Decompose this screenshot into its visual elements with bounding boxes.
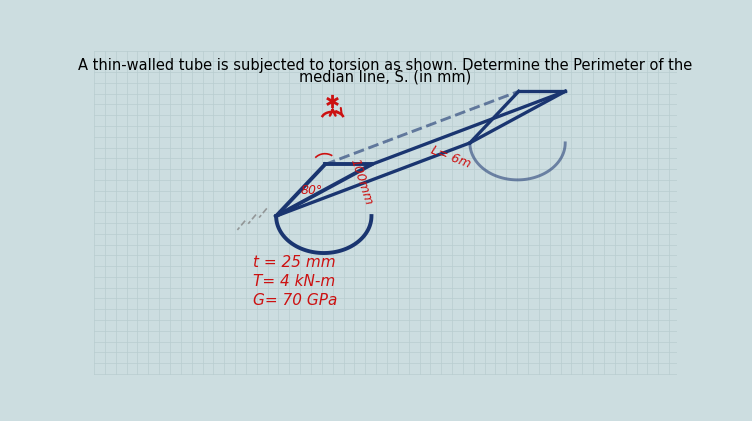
Text: G= 70 GPa: G= 70 GPa <box>253 293 337 308</box>
Text: median line, S. (in mm): median line, S. (in mm) <box>299 69 472 84</box>
Text: 100mm: 100mm <box>347 157 375 206</box>
Text: ✱: ✱ <box>325 94 340 112</box>
Text: T= 4 kN-m: T= 4 kN-m <box>253 274 335 289</box>
Text: A thin-walled tube is subjected to torsion as shown. Determine the Perimeter of : A thin-walled tube is subjected to torsi… <box>78 58 693 73</box>
Text: L= 6m: L= 6m <box>429 143 472 171</box>
Text: t = 25 mm: t = 25 mm <box>253 255 335 269</box>
Text: 80°: 80° <box>301 184 323 197</box>
